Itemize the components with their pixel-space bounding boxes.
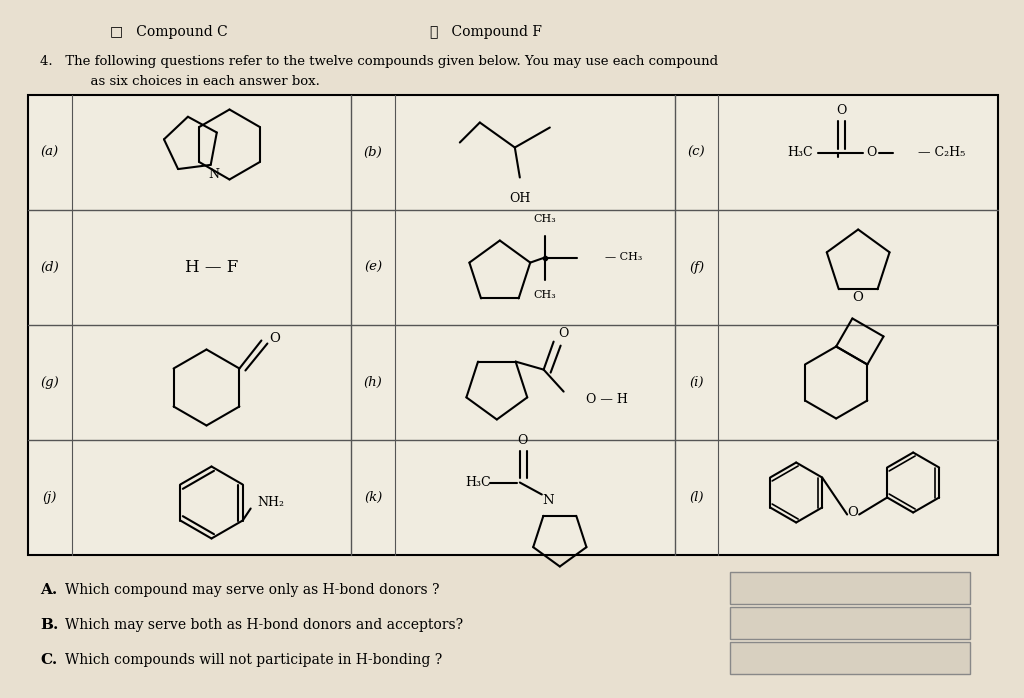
Text: ⧄   Compound F: ⧄ Compound F <box>430 25 542 39</box>
Text: N: N <box>542 494 554 507</box>
Text: O: O <box>853 291 863 304</box>
Text: H — F: H — F <box>184 259 239 276</box>
Bar <box>28 95 998 555</box>
Text: B.: B. <box>40 618 58 632</box>
Text: CH₃: CH₃ <box>534 290 556 301</box>
Text: (g): (g) <box>41 376 59 389</box>
Text: O: O <box>848 506 858 519</box>
Text: OH: OH <box>509 193 530 205</box>
Text: O: O <box>836 104 847 117</box>
Text: (h): (h) <box>364 376 383 389</box>
Text: (d): (d) <box>41 261 59 274</box>
Text: (k): (k) <box>365 491 382 504</box>
Text: (c): (c) <box>688 146 706 159</box>
Text: 4.   The following questions refer to the twelve compounds given below. You may : 4. The following questions refer to the … <box>40 55 718 68</box>
Text: □   Compound C: □ Compound C <box>110 25 227 39</box>
Text: A.: A. <box>40 583 57 597</box>
Text: Which may serve both as H-bond donors and acceptors?: Which may serve both as H-bond donors an… <box>65 618 463 632</box>
Text: (i): (i) <box>689 376 703 389</box>
Text: H₃C: H₃C <box>465 476 490 489</box>
Bar <box>730 607 970 639</box>
Text: CH₃: CH₃ <box>534 214 556 225</box>
Text: — C₂H₅: — C₂H₅ <box>919 146 966 159</box>
Text: O — H: O — H <box>586 393 628 406</box>
Text: H₃C: H₃C <box>787 146 813 159</box>
Text: (l): (l) <box>689 491 703 504</box>
Text: C.: C. <box>40 653 57 667</box>
Text: Which compound may serve only as H-bond donors ?: Which compound may serve only as H-bond … <box>65 583 439 597</box>
Text: O: O <box>269 332 280 345</box>
Text: Which compounds will not participate in H-bonding ?: Which compounds will not participate in … <box>65 653 442 667</box>
Text: — CH₃: — CH₃ <box>605 253 642 262</box>
Text: O: O <box>866 146 877 159</box>
Text: O: O <box>558 327 568 340</box>
Text: (f): (f) <box>689 261 705 274</box>
Bar <box>730 572 970 604</box>
Text: NH₂: NH₂ <box>258 496 285 509</box>
Text: O: O <box>518 434 528 447</box>
Text: as six choices in each answer box.: as six choices in each answer box. <box>65 75 319 88</box>
Bar <box>730 642 970 674</box>
Text: (e): (e) <box>365 261 382 274</box>
Text: (j): (j) <box>43 491 57 504</box>
Text: (b): (b) <box>364 146 383 159</box>
Text: (a): (a) <box>41 146 59 159</box>
Text: N: N <box>208 168 219 181</box>
